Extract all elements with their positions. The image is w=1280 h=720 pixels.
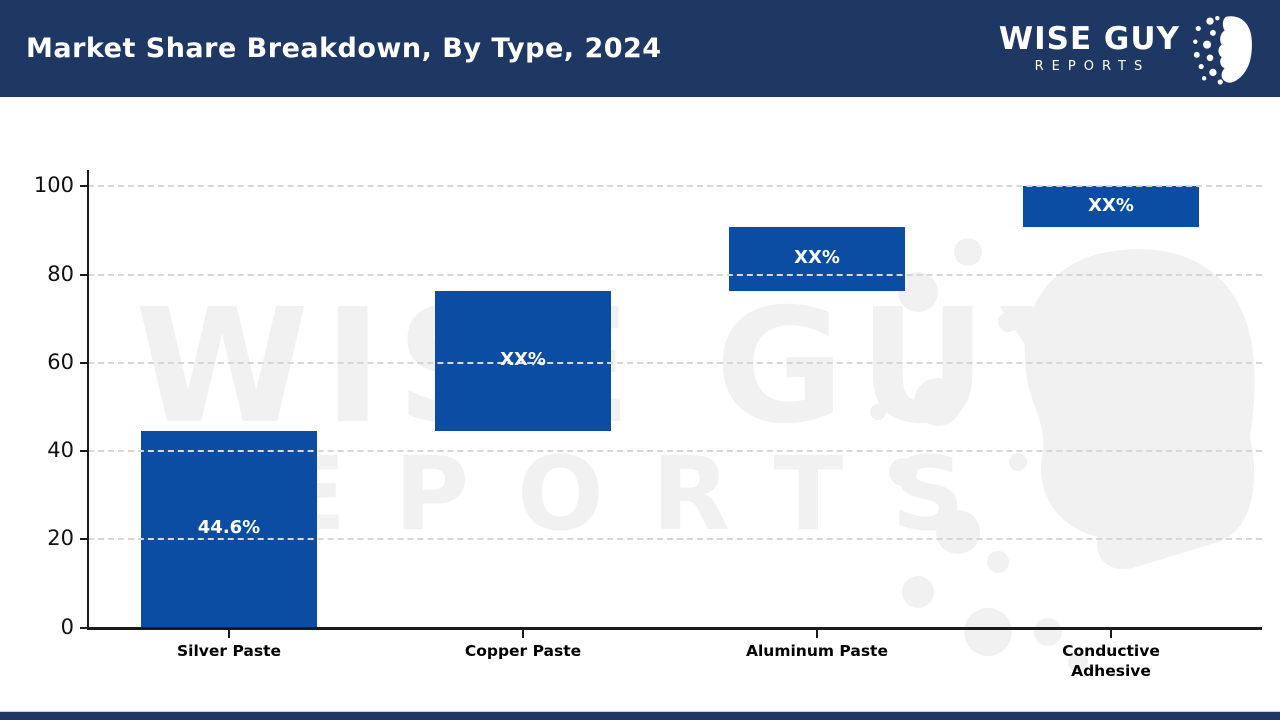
bar-value-label-silver-paste: 44.6% — [197, 517, 261, 539]
footer-bar — [0, 711, 1280, 720]
logo-wordmark: WISE GUY — [998, 21, 1180, 57]
y-tick-label-20: 20 — [47, 526, 74, 551]
bar-conductive-adhesive — [1023, 186, 1199, 227]
x-axis-line — [87, 626, 1262, 630]
waterfall-chart: 0 20 40 60 80 100 44.6% Silver Paste XX% Copper P… — [0, 97, 1280, 712]
y-tick-label-80: 80 — [47, 261, 74, 286]
logo-text: WISE GUY REPORTS — [998, 21, 1180, 74]
page-title: Market Share Breakdown, By Type, 2024 — [26, 33, 662, 64]
y-tick-mark-40 — [80, 450, 88, 453]
watermark-face-icon — [870, 238, 1255, 672]
bar-aluminum-paste — [729, 226, 905, 292]
category-label-conductive-adhesive: Conductive Adhesive — [1062, 642, 1160, 681]
header-bar: Market Share Breakdown, By Type, 2024 WI… — [0, 0, 1280, 97]
gridline-40 — [88, 450, 1262, 453]
gridline-100 — [88, 185, 1262, 188]
y-tick-mark-100 — [80, 185, 88, 188]
chart-area: WISE GUY REPORTS 0 20 40 60 80 100 44.6% Silver… — [0, 97, 1280, 712]
logo-face-icon — [1193, 15, 1252, 85]
bar-copper-paste — [435, 291, 611, 431]
bar-value-label-copper-paste: XX% — [500, 349, 546, 370]
y-tick-mark-60 — [80, 361, 88, 364]
category-label-silver-paste: Silver Paste — [177, 642, 281, 660]
category-label-copper-paste: Copper Paste — [464, 642, 582, 660]
y-tick-mark-20 — [80, 538, 88, 541]
bar-value-label-aluminum-paste: XX% — [794, 247, 840, 269]
x-tick-mark-aluminum-paste — [816, 629, 818, 638]
x-tick-mark-conductive-adhesive — [1110, 629, 1112, 638]
category-label-aluminum-paste: Aluminum Paste — [746, 642, 888, 660]
y-tick-mark-0 — [80, 626, 88, 629]
wise-guy-logo: WISE GUY REPORTS — [999, 12, 1254, 86]
y-tick-label-40: 40 — [47, 438, 74, 463]
bar-silver-paste — [141, 430, 317, 628]
watermark-wordmark: WISE GUY — [135, 275, 1130, 459]
y-tick-label-60: 60 — [47, 349, 74, 374]
gridline-80 — [88, 273, 1262, 276]
y-tick-label-0: 0 — [60, 614, 74, 639]
y-tick-mark-80 — [80, 273, 88, 276]
y-axis-line — [87, 170, 89, 630]
gridline-60 — [88, 361, 1262, 364]
bar-value-label-conductive-adhesive: XX% — [1088, 194, 1134, 216]
x-tick-mark-silver-paste — [228, 629, 230, 638]
x-tick-mark-copper-paste — [522, 629, 524, 638]
gridline-20 — [88, 538, 1262, 541]
logo-subtitle: REPORTS — [1034, 59, 1151, 74]
y-tick-label-100: 100 — [33, 173, 74, 198]
